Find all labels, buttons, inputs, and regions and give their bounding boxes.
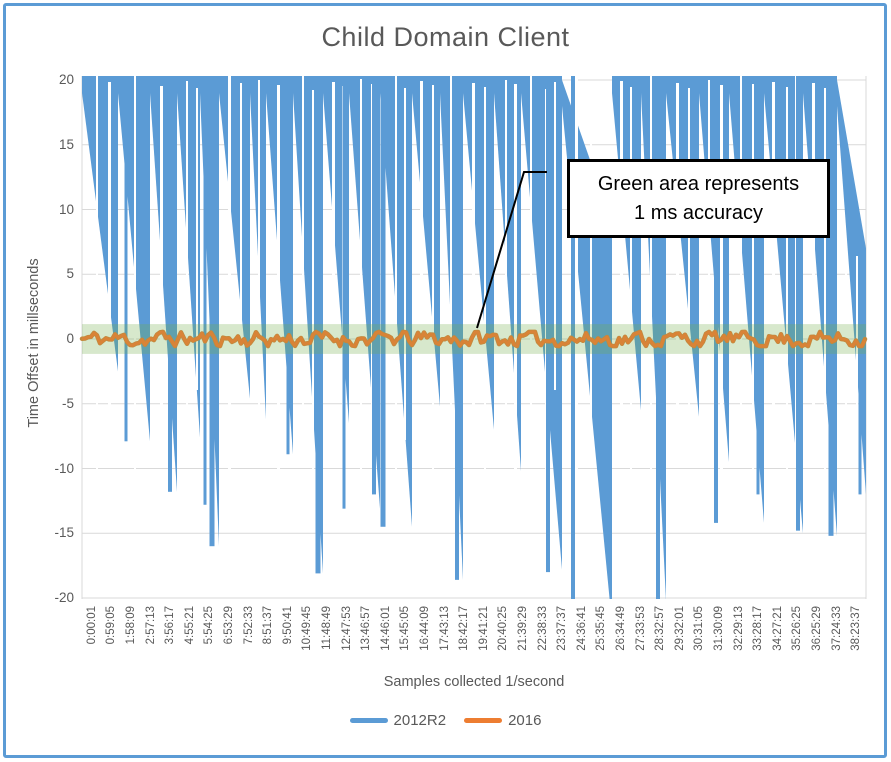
annotation-line-2: 1 ms accuracy — [634, 201, 763, 224]
legend-label: 2012R2 — [393, 712, 447, 729]
y-tick-label: -5 — [61, 395, 74, 411]
x-axis-title: Samples collected 1/second — [383, 674, 565, 690]
y-tick-label: -20 — [54, 590, 74, 605]
legend-line-icon — [464, 718, 503, 723]
y-tick-label: 15 — [58, 136, 74, 152]
accuracy-annotation-box: Green area represents 1 ms accuracy — [567, 159, 830, 238]
y-tick-label: 10 — [58, 201, 74, 217]
y-tick-label: -10 — [54, 460, 74, 476]
chart-title: Child Domain Client — [321, 22, 570, 52]
y-tick-label: -15 — [54, 525, 74, 541]
legend-item-2012r2: 2012R2 — [349, 712, 447, 729]
y-tick-label: 5 — [66, 266, 74, 282]
y-tick-label: 0 — [66, 331, 74, 346]
legend-label: 2016 — [508, 712, 542, 729]
legend: 2012R2 2016 — [0, 712, 891, 729]
annotation-line-1: Green area represents — [597, 172, 800, 195]
legend-line-icon — [349, 718, 388, 723]
x-tick-label: 38:23:37 — [850, 606, 863, 651]
legend-item-2016: 2016 — [464, 712, 541, 729]
y-tick-label: 20 — [58, 72, 74, 87]
